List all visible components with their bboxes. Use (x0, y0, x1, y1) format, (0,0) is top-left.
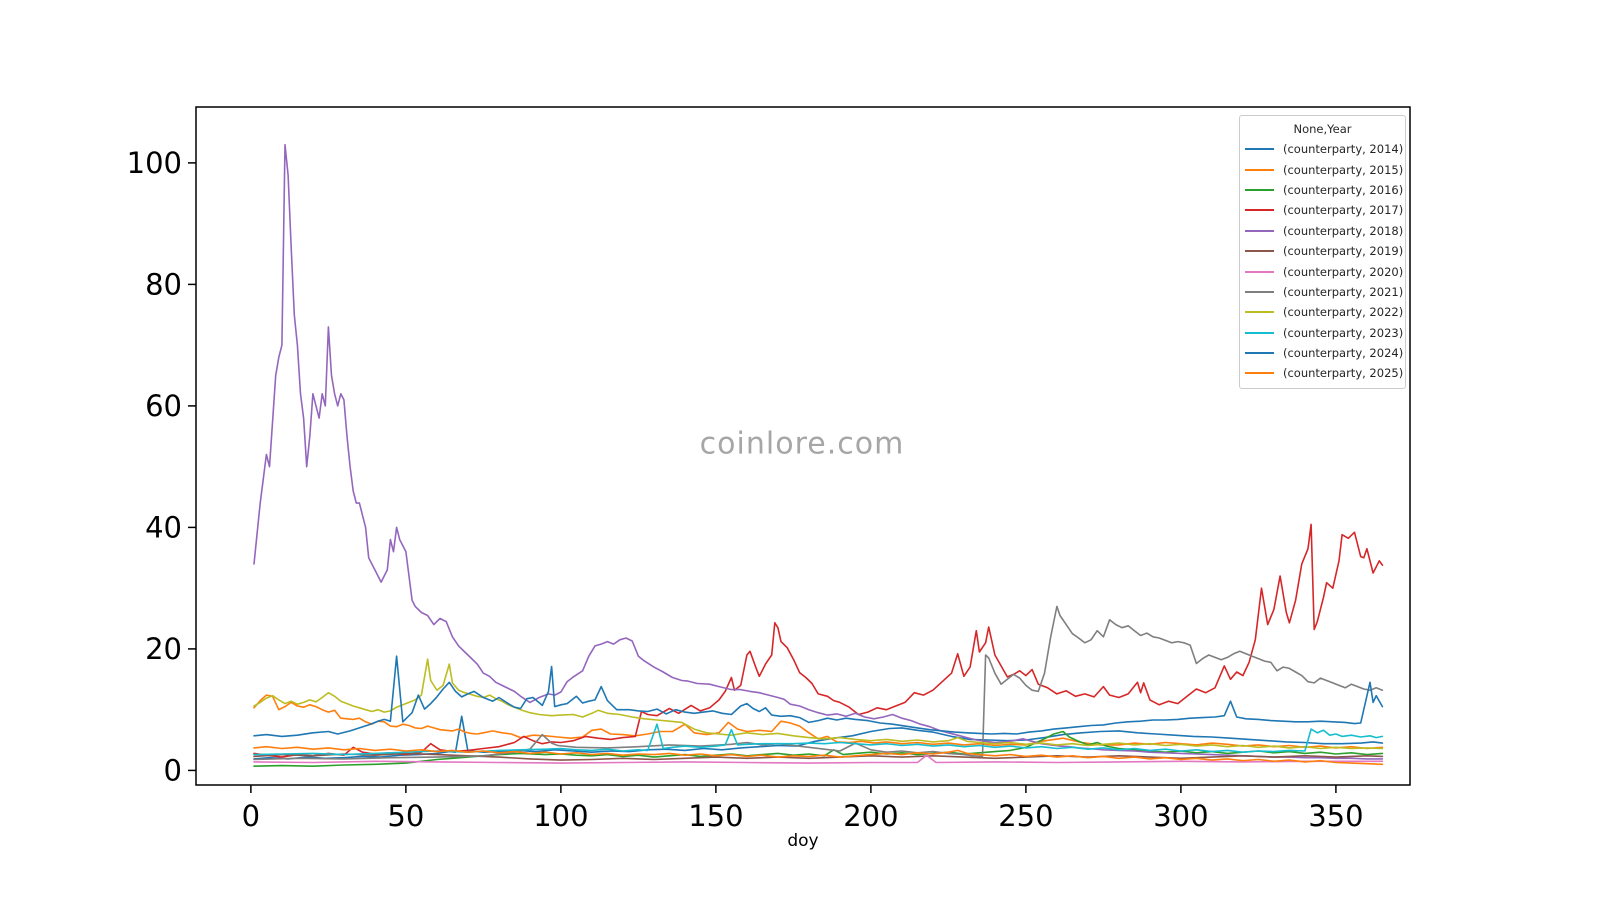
series-line-2025 (253, 745, 1384, 766)
legend-entry: (counterparty, 2023) (1240, 323, 1405, 343)
legend-entry: (counterparty, 2017) (1240, 200, 1405, 220)
series-line-2020 (253, 754, 1384, 764)
series-line-2018 (253, 143, 1384, 760)
series-line-2017 (253, 523, 1384, 758)
legend-swatch (1245, 331, 1274, 334)
y-tick-label: 40 (145, 511, 182, 545)
legend-swatch (1245, 229, 1274, 232)
legend-swatch (1245, 352, 1274, 355)
x-axis-title: doy (787, 831, 819, 851)
legend-entry: (counterparty, 2018) (1240, 221, 1405, 241)
legend-entry: (counterparty, 2015) (1240, 159, 1405, 179)
x-tick-label: 100 (533, 799, 588, 833)
legend-label: (counterparty, 2020) (1283, 264, 1404, 279)
plot-border (195, 106, 1411, 786)
legend-title: None,Year (1293, 122, 1352, 136)
legend-entries: (counterparty, 2014) (counterparty, 2015)… (1240, 139, 1405, 384)
y-tick-label: 0 (164, 754, 182, 788)
legend-entry: (counterparty, 2025) (1240, 363, 1405, 383)
y-tick-label: 100 (127, 146, 182, 180)
legend-label: (counterparty, 2019) (1283, 244, 1404, 259)
legend-label: (counterparty, 2021) (1283, 284, 1404, 299)
x-tick-label: 350 (1308, 799, 1363, 833)
legend-label: (counterparty, 2025) (1283, 366, 1404, 381)
legend-swatch (1245, 148, 1274, 151)
legend-label: (counterparty, 2015) (1283, 162, 1404, 177)
legend-label: (counterparty, 2016) (1283, 182, 1404, 197)
legend-swatch (1245, 209, 1274, 212)
legend-swatch (1245, 290, 1274, 293)
x-tick-label: 200 (843, 799, 898, 833)
legend-entry: (counterparty, 2016) (1240, 180, 1405, 200)
series-line-2022 (253, 658, 1384, 750)
y-tick-label: 20 (145, 632, 182, 666)
series-line-2019 (253, 752, 1384, 761)
legend-label: (counterparty, 2014) (1283, 142, 1404, 157)
legend-label: (counterparty, 2024) (1283, 346, 1404, 361)
x-tick-label: 50 (387, 799, 424, 833)
y-tick-label: 80 (145, 268, 182, 302)
legend-label: (counterparty, 2022) (1283, 305, 1404, 320)
legend-entry: (counterparty, 2020) (1240, 261, 1405, 281)
legend-swatch (1245, 270, 1274, 273)
legend-entry: (counterparty, 2024) (1240, 343, 1405, 363)
legend-label: (counterparty, 2023) (1283, 325, 1404, 340)
y-tick-label: 60 (145, 389, 182, 423)
series-line-2024 (253, 655, 1384, 738)
series-line-2023 (253, 723, 1384, 756)
legend-label: (counterparty, 2018) (1283, 223, 1404, 238)
legend-swatch (1245, 168, 1274, 171)
legend: None,Year (counterparty, 2014) (counterpa… (1239, 115, 1406, 389)
legend-entry: (counterparty, 2021) (1240, 282, 1405, 302)
legend-entry: (counterparty, 2019) (1240, 241, 1405, 261)
legend-swatch (1245, 188, 1274, 191)
legend-swatch (1245, 250, 1274, 253)
series-line-2021 (253, 605, 1384, 761)
legend-label: (counterparty, 2017) (1283, 203, 1404, 218)
x-tick-label: 250 (998, 799, 1053, 833)
legend-swatch (1245, 372, 1274, 375)
legend-entry: (counterparty, 2014) (1240, 139, 1405, 159)
legend-entry: (counterparty, 2022) (1240, 302, 1405, 322)
legend-swatch (1245, 311, 1274, 314)
x-tick-label: 300 (1153, 799, 1208, 833)
x-tick-label: 150 (688, 799, 743, 833)
x-tick-label: 0 (242, 799, 260, 833)
watermark: coinlore.com (699, 426, 905, 462)
